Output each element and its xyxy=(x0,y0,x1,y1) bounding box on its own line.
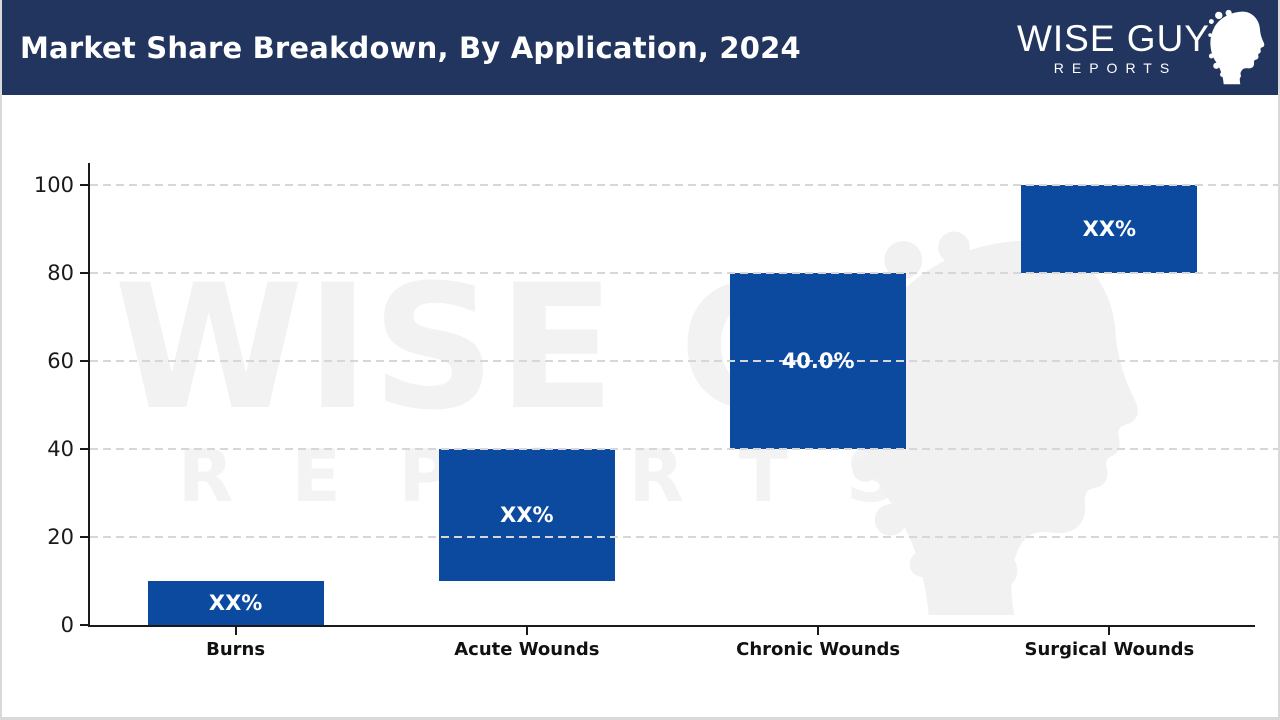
y-tick-mark xyxy=(80,448,90,450)
brand-subtitle: REPORTS xyxy=(1053,59,1178,76)
brand-name: WISE GUY xyxy=(1016,17,1210,59)
bar-acute-wounds xyxy=(438,449,615,581)
gridline xyxy=(90,184,1278,186)
y-tick-label: 60 xyxy=(47,349,74,373)
x-tick-label: Chronic Wounds xyxy=(736,639,901,660)
x-axis-spine xyxy=(88,625,1255,627)
x-tick-label: Surgical Wounds xyxy=(1024,639,1195,660)
page-title: Market Share Breakdown, By Application, … xyxy=(20,30,801,65)
bar-value-label: 40.0% xyxy=(781,349,855,373)
header: Market Share Breakdown, By Application, … xyxy=(2,0,1278,95)
x-tick-label: Burns xyxy=(206,639,266,660)
x-tick-mark xyxy=(817,627,820,635)
y-tick-label: 0 xyxy=(60,613,74,637)
brand-logo: WISE GUY REPORTS xyxy=(1017,8,1268,88)
y-tick-label: 40 xyxy=(47,437,74,461)
bar-value-label: XX% xyxy=(1082,217,1137,241)
gridline xyxy=(90,360,1278,362)
x-tick-mark xyxy=(525,627,528,635)
y-tick-mark xyxy=(80,360,90,362)
y-tick-mark xyxy=(80,184,90,186)
brand-head-icon xyxy=(1208,9,1265,84)
y-tick-label: 100 xyxy=(33,173,74,197)
gridline xyxy=(90,272,1278,274)
plot-area: 0 20 40 60 80 100 XX% Burns XX% Acute Wounds 40.0%… xyxy=(34,163,1278,660)
y-tick-mark xyxy=(80,624,90,626)
gridline xyxy=(90,448,1278,450)
y-tick-label: 80 xyxy=(47,261,74,285)
x-tick-label: Acute Wounds xyxy=(454,639,600,660)
bar-value-label: XX% xyxy=(500,503,554,527)
gridline xyxy=(90,536,1278,538)
x-tick-mark xyxy=(1108,627,1111,635)
bar-surgical-wounds xyxy=(1021,185,1198,273)
brand-logo-text: WISE GUY REPORTS xyxy=(1017,20,1210,76)
y-tick-label: 20 xyxy=(47,525,74,549)
y-axis-spine xyxy=(88,163,90,627)
bar-burns xyxy=(147,581,324,625)
bar-value-label: XX% xyxy=(208,591,263,615)
x-tick-mark xyxy=(234,627,237,635)
y-tick-mark xyxy=(80,536,90,538)
watermark-head-icon xyxy=(849,231,1138,615)
y-tick-mark xyxy=(80,272,90,274)
